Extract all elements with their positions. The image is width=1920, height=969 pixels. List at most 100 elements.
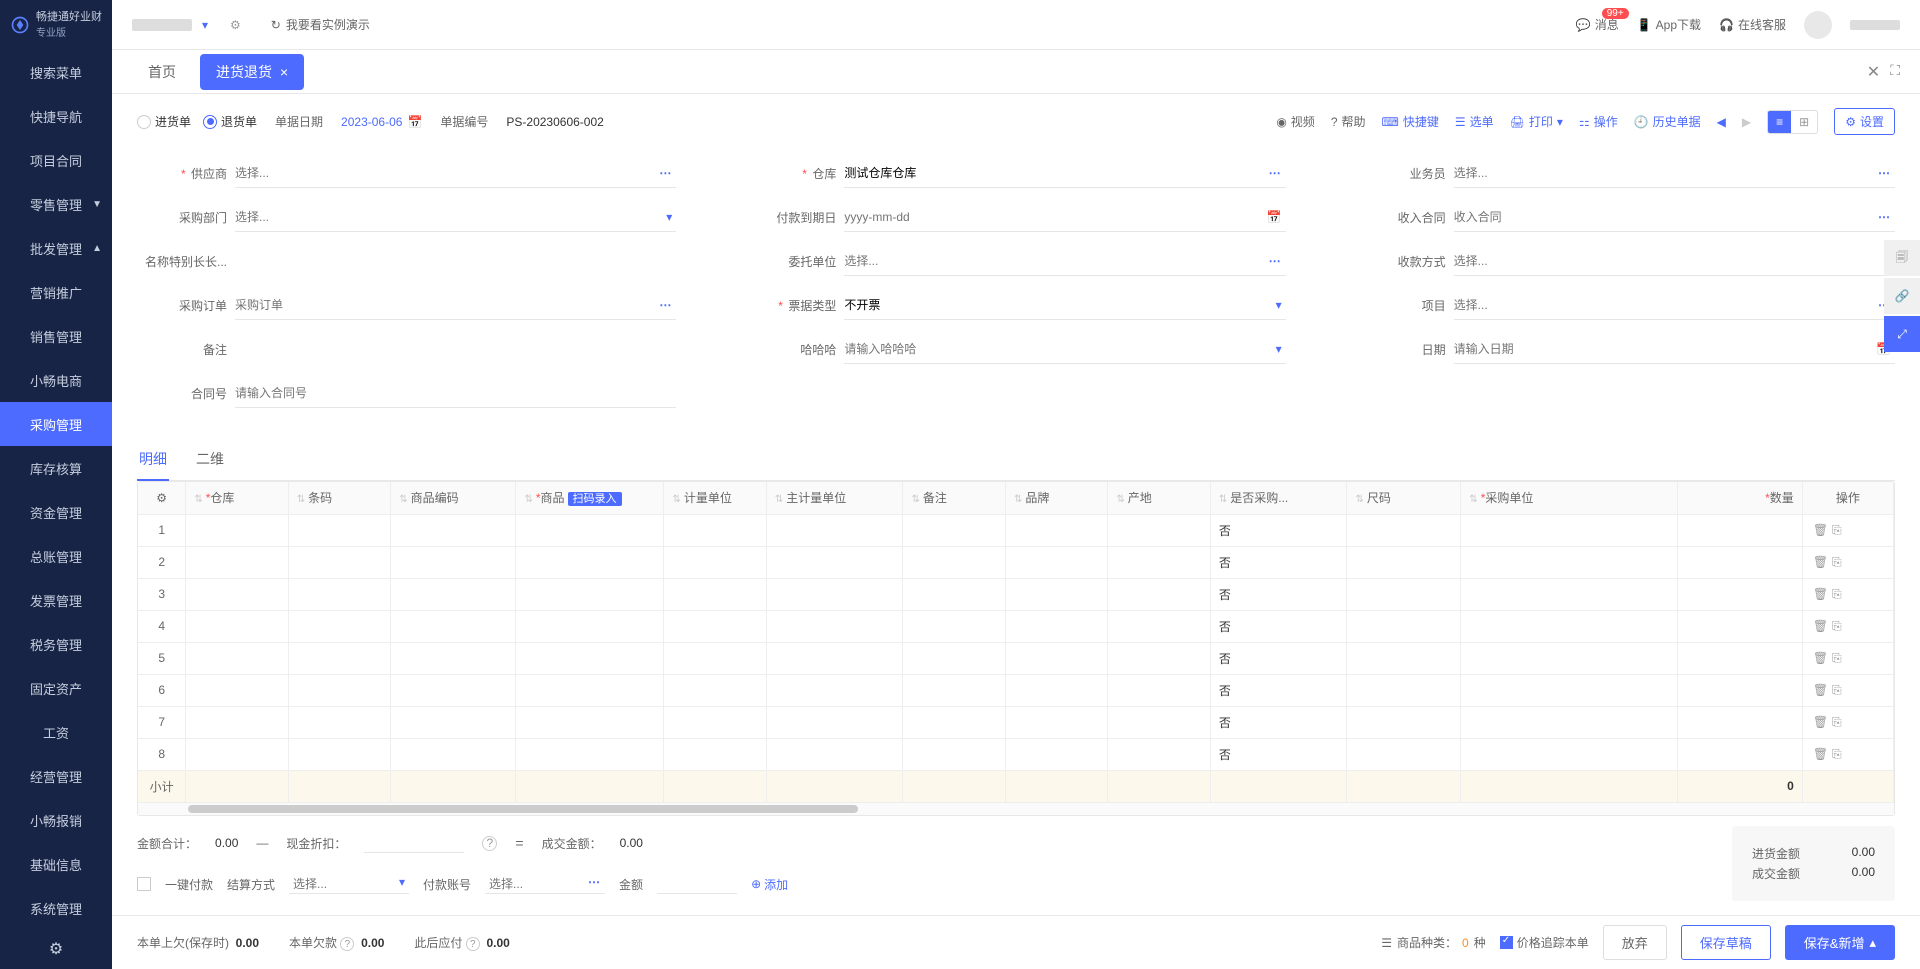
price-track-checkbox[interactable]: 价格追踪本单 [1500, 934, 1589, 951]
help-link[interactable]: ? 帮助 [1331, 113, 1366, 130]
sidebar-item[interactable]: 经营管理 [0, 754, 112, 798]
col-barcode[interactable]: ⇅条码 [288, 482, 390, 514]
setting-button[interactable]: ⚙ 设置 [1834, 108, 1895, 135]
input-entrust[interactable] [844, 254, 1264, 268]
col-brand[interactable]: ⇅品牌 [1005, 482, 1107, 514]
input-salesperson[interactable] [1454, 166, 1874, 180]
copy-icon[interactable]: ⎘ [1832, 651, 1842, 665]
more-icon[interactable]: ⋯ [1874, 210, 1895, 224]
col-gear[interactable]: ⚙ [138, 482, 186, 514]
delete-icon[interactable]: 🗑 [1813, 523, 1828, 537]
table-row[interactable]: 7否🗑⎘ [138, 706, 1894, 738]
copy-icon[interactable]: ⎘ [1832, 619, 1842, 633]
col-mainunit[interactable]: ⇅主计量单位 [766, 482, 903, 514]
input-dept[interactable] [235, 210, 662, 224]
horizontal-scrollbar[interactable] [138, 803, 1894, 815]
input-haha[interactable] [844, 342, 1271, 356]
delete-icon[interactable]: 🗑 [1813, 683, 1828, 697]
calendar-icon[interactable]: 📅 [1263, 210, 1286, 224]
prev-doc[interactable]: ◀ [1717, 115, 1726, 129]
tab-home[interactable]: 首页 [132, 54, 192, 90]
delete-icon[interactable]: 🗑 [1813, 555, 1828, 569]
input-po[interactable] [235, 298, 655, 312]
sidebar-item[interactable]: 发票管理 [0, 578, 112, 622]
discount-input[interactable] [364, 834, 464, 853]
close-icon[interactable]: × [280, 64, 288, 80]
input-paymethod[interactable] [1454, 254, 1881, 268]
rail-link-icon[interactable]: 🔗 [1884, 278, 1920, 314]
copy-icon[interactable]: ⎘ [1832, 523, 1842, 537]
sidebar-item[interactable]: 零售管理▼ [0, 182, 112, 226]
customer-service-button[interactable]: 🎧在线客服 [1719, 16, 1786, 33]
message-button[interactable]: 💬 消息 99+ [1576, 16, 1619, 33]
app-download-button[interactable]: 📱App下载 [1637, 16, 1701, 33]
help-icon[interactable]: ? [466, 937, 480, 951]
radio-return[interactable]: 退货单 [203, 113, 257, 130]
next-doc[interactable]: ▶ [1742, 115, 1751, 129]
input-supplier[interactable] [235, 166, 655, 180]
sidebar-item[interactable]: 采购管理 [0, 402, 112, 446]
sidebar-settings-icon[interactable]: ⚙ [0, 929, 112, 969]
delete-icon[interactable]: 🗑 [1813, 587, 1828, 601]
sidebar-item[interactable]: 系统管理 [0, 886, 112, 929]
settle-method-input[interactable] [289, 875, 409, 894]
sidebar-item[interactable]: 总账管理 [0, 534, 112, 578]
input-duedate[interactable] [844, 210, 1262, 224]
table-row[interactable]: 3否🗑⎘ [138, 578, 1894, 610]
help-icon[interactable]: ? [482, 836, 497, 851]
more-icon[interactable]: ⋯ [1265, 166, 1286, 180]
rail-note-icon[interactable]: 🗐 [1884, 240, 1920, 276]
select-doc-link[interactable]: ☰ 选单 [1455, 113, 1494, 130]
sidebar-item[interactable]: 工资 [0, 710, 112, 754]
copy-icon[interactable]: ⎘ [1832, 587, 1842, 601]
avatar[interactable] [1804, 11, 1832, 39]
tab-detail[interactable]: 明细 [137, 439, 169, 481]
tab-close-all-icon[interactable]: ✕ [1867, 62, 1880, 82]
print-link[interactable]: 🖨 打印 ▾ [1510, 113, 1563, 130]
col-unit[interactable]: ⇅计量单位 [664, 482, 766, 514]
delete-icon[interactable]: 🗑 [1813, 651, 1828, 665]
tab-expand-icon[interactable]: ⛶ [1890, 62, 1900, 82]
col-warehouse[interactable]: ⇅*仓库 [186, 482, 288, 514]
delete-icon[interactable]: 🗑 [1813, 715, 1828, 729]
input-datef[interactable] [1454, 342, 1872, 356]
table-row[interactable]: 5否🗑⎘ [138, 642, 1894, 674]
help-icon[interactable]: ? [340, 937, 354, 951]
sidebar-item[interactable]: 库存核算 [0, 446, 112, 490]
shortcut-link[interactable]: ⌨ 快捷键 [1382, 113, 1439, 130]
save-new-button[interactable]: 保存&新增▴ [1785, 925, 1895, 960]
copy-icon[interactable]: ⎘ [1832, 683, 1842, 697]
sidebar-item[interactable]: 搜索菜单 [0, 50, 112, 94]
tab-dimension[interactable]: 二维 [194, 439, 226, 480]
table-row[interactable]: 4否🗑⎘ [138, 610, 1894, 642]
pay-amount-input[interactable] [657, 875, 737, 894]
discard-button[interactable]: 放弃 [1603, 925, 1667, 960]
col-product[interactable]: ⇅*商品扫码录入 [516, 482, 664, 514]
table-row[interactable]: 1否🗑⎘ [138, 514, 1894, 546]
chevron-down-icon[interactable]: ▾ [1272, 342, 1286, 356]
radio-purchase[interactable]: 进货单 [137, 113, 191, 130]
col-origin[interactable]: ⇅产地 [1108, 482, 1210, 514]
video-link[interactable]: ◉ 视频 [1276, 113, 1315, 130]
grid-view-icon[interactable]: ⊞ [1791, 111, 1817, 133]
col-qty[interactable]: *数量 [1677, 482, 1802, 514]
tab-current[interactable]: 进货退货 × [200, 54, 304, 90]
sidebar-item[interactable]: 税务管理 [0, 622, 112, 666]
col-size[interactable]: ⇅尺码 [1347, 482, 1461, 514]
col-code[interactable]: ⇅商品编码 [391, 482, 516, 514]
sidebar-item[interactable]: 营销推广 [0, 270, 112, 314]
copy-icon[interactable]: ⎘ [1832, 555, 1842, 569]
delete-icon[interactable]: 🗑 [1813, 619, 1828, 633]
sidebar-item[interactable]: 销售管理 [0, 314, 112, 358]
more-icon[interactable]: ⋯ [1265, 254, 1286, 268]
delete-icon[interactable]: 🗑 [1813, 747, 1828, 761]
table-row[interactable]: 8否🗑⎘ [138, 738, 1894, 770]
operate-link[interactable]: ⚏ 操作 [1579, 113, 1618, 130]
demo-link[interactable]: ↻ 我要看实例演示 [271, 16, 370, 33]
col-ispo[interactable]: ⇅是否采购... [1210, 482, 1347, 514]
sidebar-item[interactable]: 小畅报销 [0, 798, 112, 842]
sidebar-item[interactable]: 批发管理▲ [0, 226, 112, 270]
chevron-down-icon[interactable]: ▾ [662, 210, 676, 224]
history-link[interactable]: 🕘 历史单据 [1634, 113, 1701, 130]
company-selector[interactable]: ▾ ⚙ [132, 18, 241, 32]
